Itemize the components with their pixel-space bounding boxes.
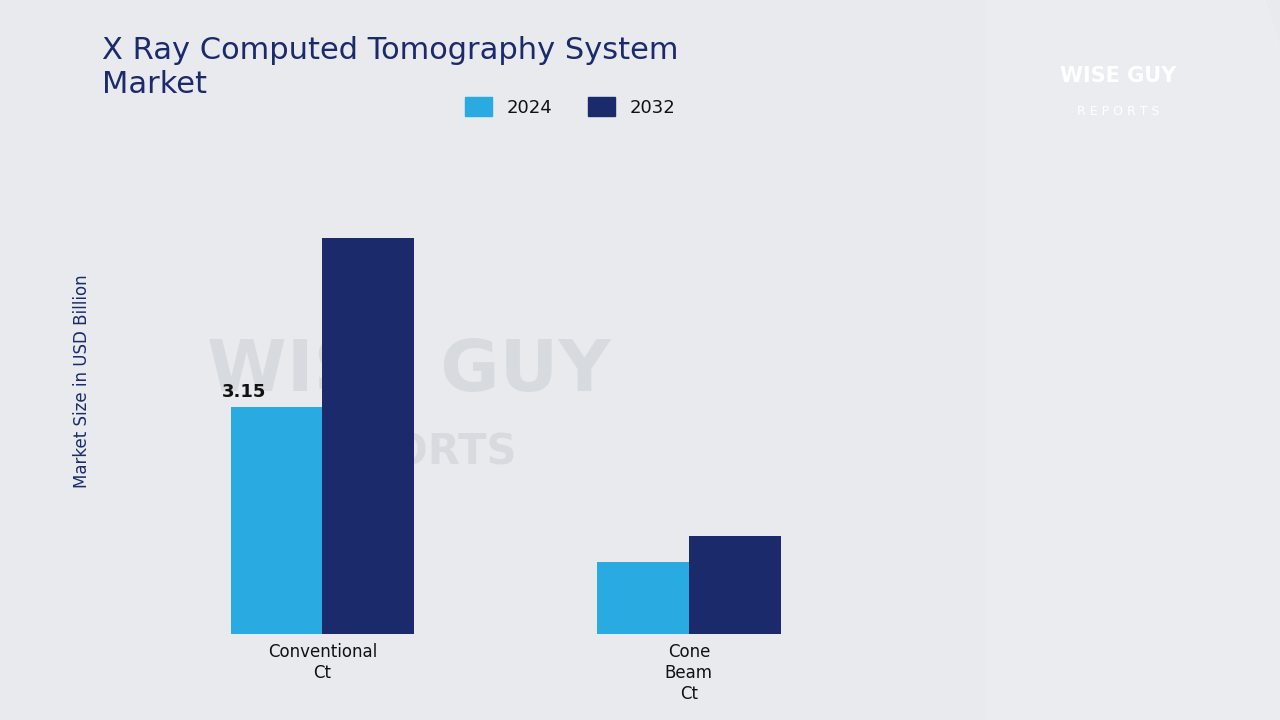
Text: REPORTS: REPORTS [301, 431, 517, 473]
Text: WISE GUY: WISE GUY [1060, 66, 1176, 86]
Circle shape [824, 0, 1280, 720]
Text: R E P O R T S: R E P O R T S [1076, 105, 1160, 118]
Bar [598, 562, 689, 634]
Text: 3.15: 3.15 [221, 383, 266, 401]
Text: X Ray Computed Tomography System
Market: X Ray Computed Tomography System Market [102, 36, 678, 99]
Bar [323, 238, 413, 634]
Text: WISE GUY: WISE GUY [207, 337, 611, 406]
Bar [230, 407, 323, 634]
Legend: 2024, 2032: 2024, 2032 [456, 89, 685, 125]
Bar [689, 536, 781, 634]
Y-axis label: Market Size in USD Billion: Market Size in USD Billion [73, 275, 91, 488]
